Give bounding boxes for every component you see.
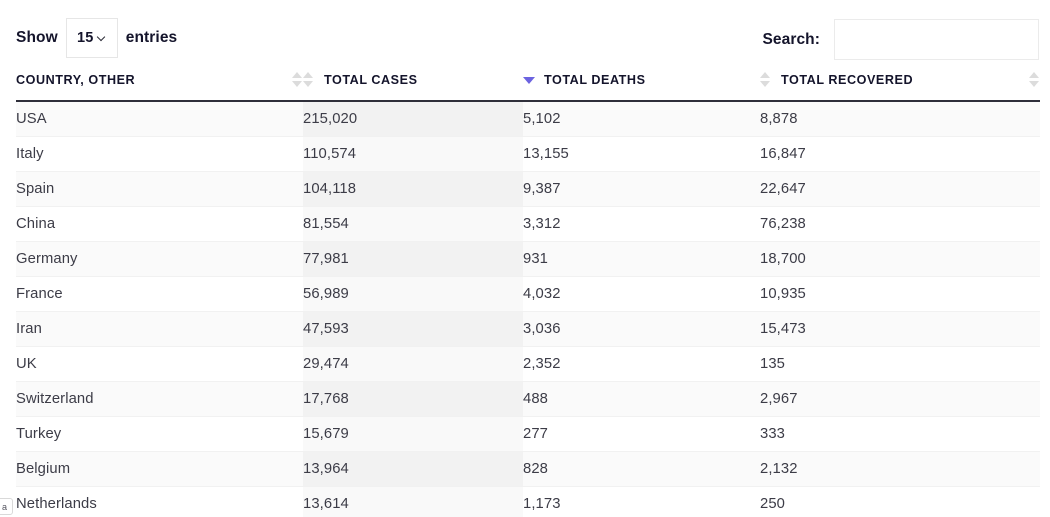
cell-country: Belgium	[16, 451, 303, 487]
cell-recovered: 135	[760, 346, 1040, 382]
table-row: China 81,554 3,312 76,238	[16, 206, 1040, 242]
table-row: Iran 47,593 3,036 15,473	[16, 311, 1040, 347]
table-row: France 56,989 4,032 10,935	[16, 276, 1040, 312]
page-length-control: Show 15 entries	[16, 18, 177, 58]
cell-cases: 13,614	[303, 486, 523, 517]
cell-cases: 15,679	[303, 416, 523, 452]
entries-label: entries	[125, 29, 178, 46]
chevron-down-icon	[98, 34, 107, 43]
cell-deaths: 3,312	[523, 206, 760, 242]
column-header-total-deaths[interactable]: TOTAL DEATHS	[523, 72, 760, 102]
column-header-total-deaths-label: TOTAL DEATHS	[544, 72, 646, 87]
cell-recovered: 15,473	[760, 311, 1040, 347]
cell-deaths: 3,036	[523, 311, 760, 347]
cell-cases: 104,118	[303, 171, 523, 207]
cell-recovered: 250	[760, 486, 1040, 517]
table-header-row: COUNTRY, OTHER TOTAL CASES	[16, 72, 1040, 102]
table-row: Belgium 13,964 828 2,132	[16, 451, 1040, 487]
table-row: Netherlands 13,614 1,173 250	[16, 486, 1040, 517]
cell-country: Turkey	[16, 416, 303, 452]
table-row: Germany 77,981 931 18,700	[16, 241, 1040, 277]
table-row: UK 29,474 2,352 135	[16, 346, 1040, 382]
cell-cases: 81,554	[303, 206, 523, 242]
search-control: Search:	[762, 19, 1039, 60]
cell-deaths: 931	[523, 241, 760, 277]
table-header: COUNTRY, OTHER TOTAL CASES	[16, 72, 1040, 102]
table-controls-bar: Show 15 entries Search:	[0, 0, 1050, 72]
cell-recovered: 18,700	[760, 241, 1040, 277]
cell-cases: 17,768	[303, 381, 523, 417]
cell-country: Spain	[16, 171, 303, 207]
column-header-total-recovered-label: TOTAL RECOVERED	[781, 72, 914, 87]
cell-cases: 47,593	[303, 311, 523, 347]
cell-deaths: 5,102	[523, 101, 760, 137]
table-row: Italy 110,574 13,155 16,847	[16, 136, 1040, 172]
column-header-total-cases[interactable]: TOTAL CASES	[303, 72, 523, 102]
cell-country: Switzerland	[16, 381, 303, 417]
cell-country: France	[16, 276, 303, 312]
entries-per-page-select[interactable]: 15	[65, 18, 118, 58]
search-input[interactable]	[834, 19, 1039, 60]
table-row: Spain 104,118 9,387 22,647	[16, 171, 1040, 207]
cell-deaths: 1,173	[523, 486, 760, 517]
cell-recovered: 2,967	[760, 381, 1040, 417]
search-label: Search:	[762, 30, 820, 48]
cell-cases: 13,964	[303, 451, 523, 487]
cell-deaths: 2,352	[523, 346, 760, 382]
corner-clipped-widget[interactable]: a	[0, 498, 13, 515]
cell-cases: 77,981	[303, 241, 523, 277]
cell-cases: 215,020	[303, 101, 523, 137]
show-label: Show	[16, 29, 58, 46]
cell-recovered: 76,238	[760, 206, 1040, 242]
cell-recovered: 22,647	[760, 171, 1040, 207]
sort-both-icon-recovered[interactable]	[760, 72, 771, 87]
cell-country: UK	[16, 346, 303, 382]
data-table-container: COUNTRY, OTHER TOTAL CASES	[16, 72, 1040, 517]
cell-deaths: 9,387	[523, 171, 760, 207]
cell-recovered: 8,878	[760, 101, 1040, 137]
column-header-total-recovered[interactable]: TOTAL RECOVERED	[760, 72, 1040, 102]
cell-deaths: 13,155	[523, 136, 760, 172]
sort-both-icon-recovered-end[interactable]	[1029, 72, 1040, 87]
cell-recovered: 2,132	[760, 451, 1040, 487]
column-header-total-cases-label: TOTAL CASES	[324, 72, 418, 87]
entries-per-page-value: 15	[76, 30, 94, 46]
cell-cases: 56,989	[303, 276, 523, 312]
table-row: Switzerland 17,768 488 2,967	[16, 381, 1040, 417]
sort-both-icon-cases[interactable]	[303, 72, 314, 87]
cell-country: Italy	[16, 136, 303, 172]
covid-data-table: COUNTRY, OTHER TOTAL CASES	[16, 72, 1040, 517]
cell-deaths: 277	[523, 416, 760, 452]
column-header-country-label: COUNTRY, OTHER	[16, 72, 136, 87]
column-header-country[interactable]: COUNTRY, OTHER	[16, 72, 303, 102]
table-row: Turkey 15,679 277 333	[16, 416, 1040, 452]
corner-widget-glyph: a	[2, 502, 8, 512]
cell-country: China	[16, 206, 303, 242]
cell-cases: 29,474	[303, 346, 523, 382]
cell-country: Netherlands	[16, 486, 303, 517]
cell-deaths: 488	[523, 381, 760, 417]
table-row: USA 215,020 5,102 8,878	[16, 101, 1040, 137]
cell-recovered: 16,847	[760, 136, 1040, 172]
cell-recovered: 333	[760, 416, 1040, 452]
cell-country: Germany	[16, 241, 303, 277]
cell-cases: 110,574	[303, 136, 523, 172]
sort-both-icon-country[interactable]	[292, 72, 303, 87]
sort-desc-icon-active[interactable]	[523, 72, 535, 87]
cell-deaths: 828	[523, 451, 760, 487]
cell-recovered: 10,935	[760, 276, 1040, 312]
cell-country: USA	[16, 101, 303, 137]
table-body: USA 215,020 5,102 8,878 Italy 110,574 13,155 16…	[16, 101, 1040, 517]
cell-country: Iran	[16, 311, 303, 347]
cell-deaths: 4,032	[523, 276, 760, 312]
